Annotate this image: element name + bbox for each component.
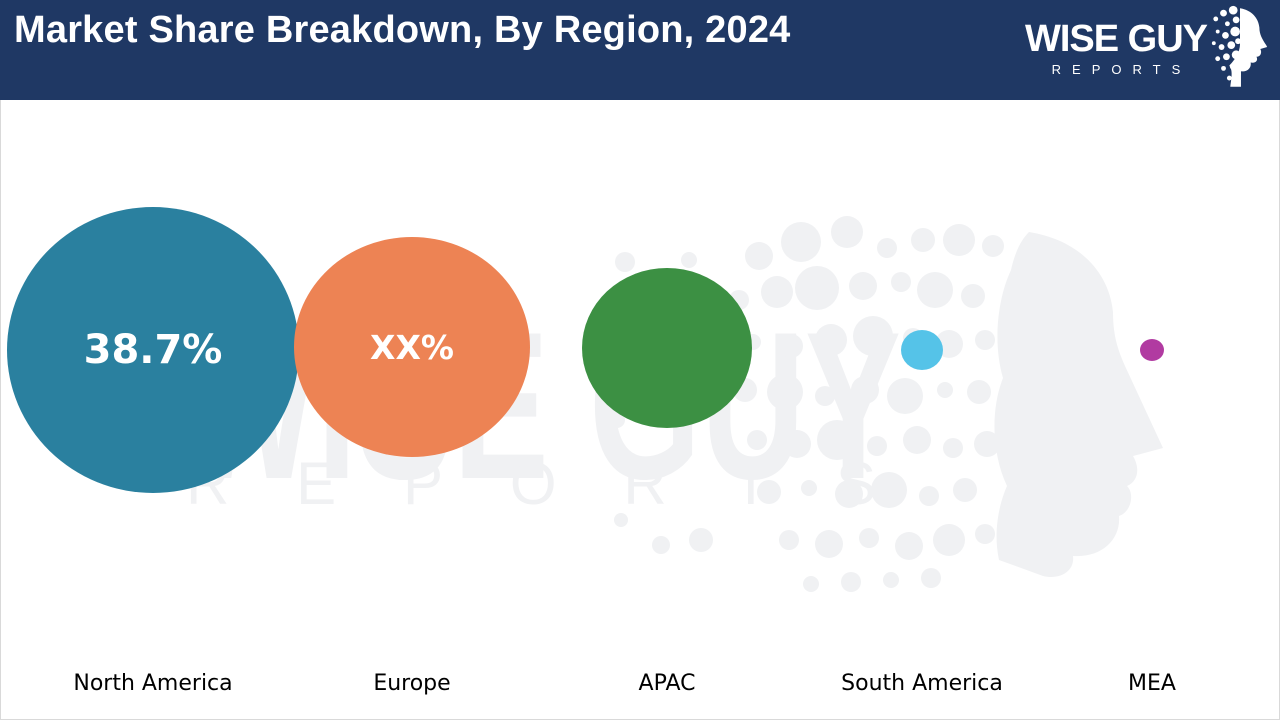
category-label-europe: Europe bbox=[373, 671, 451, 696]
dotted-head-icon bbox=[1211, 5, 1268, 87]
category-label-mea: MEA bbox=[1128, 671, 1176, 696]
bubble-north-america: 38.7% bbox=[7, 207, 299, 493]
bubble-value-label: XX% bbox=[370, 327, 454, 367]
bubble-apac bbox=[582, 268, 752, 428]
bubble-europe: XX% bbox=[294, 237, 530, 457]
category-label-south-america: South America bbox=[841, 671, 1003, 696]
header: Market Share Breakdown, By Region, 2024 … bbox=[0, 0, 1280, 100]
page-title: Market Share Breakdown, By Region, 2024 bbox=[14, 9, 791, 51]
brand-name: WISE GUY bbox=[1024, 18, 1208, 61]
bubble-south-america bbox=[901, 330, 943, 370]
category-label-apac: APAC bbox=[638, 671, 696, 696]
bubble-value-label: 38.7% bbox=[83, 327, 223, 373]
category-label-north-america: North America bbox=[73, 671, 233, 696]
watermark-face-profile bbox=[994, 232, 1163, 578]
bubble-mea bbox=[1140, 339, 1164, 361]
watermark-dotted-head bbox=[602, 216, 1163, 592]
brand-logo-text: WISE GUY REPORTS bbox=[1024, 18, 1208, 78]
brand-logo: WISE GUY REPORTS bbox=[1025, 5, 1272, 91]
brand-subtitle: REPORTS bbox=[1051, 62, 1192, 78]
bubble-chart: WISE GUY REPORTS bbox=[0, 100, 1280, 720]
